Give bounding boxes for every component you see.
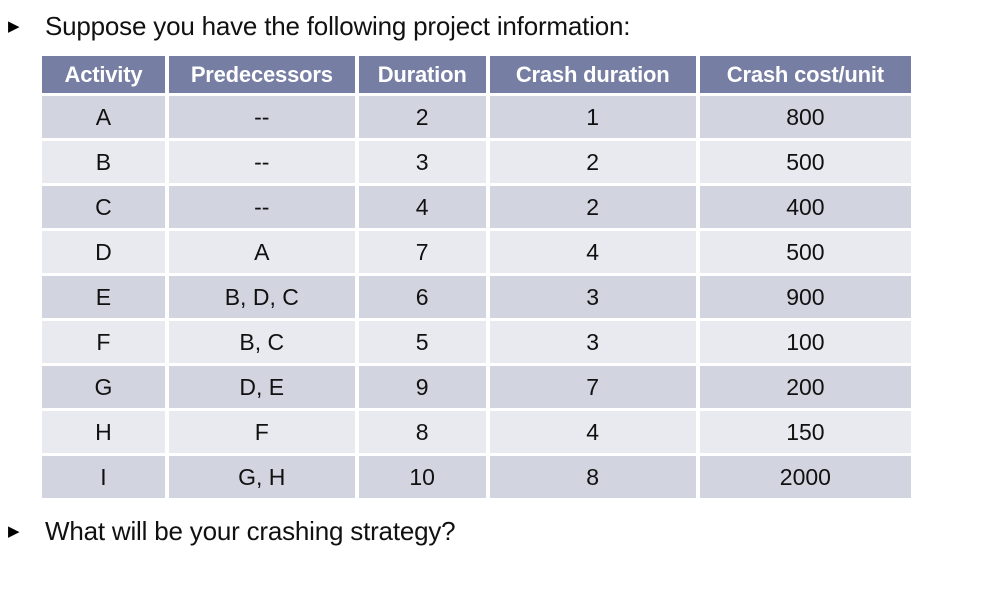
table-cell: 3 — [354, 138, 490, 186]
table-cell: 4 — [354, 183, 490, 231]
table-row: I G, H 10 8 2000 — [38, 453, 916, 501]
table-cell: 10 — [354, 453, 490, 501]
table-cell: 500 — [695, 228, 916, 276]
table-cell: 9 — [354, 363, 490, 411]
bullet-line-bottom: ▶ What will be your crashing strategy? — [8, 516, 985, 547]
table-cell: 3 — [485, 273, 700, 321]
table-cell: I — [38, 453, 169, 501]
table-cell: A — [38, 93, 169, 141]
table-row: H F 8 4 150 — [38, 408, 916, 456]
table-cell: 100 — [695, 318, 916, 366]
col-header-crash-duration: Crash duration — [485, 53, 700, 96]
table-cell: G, H — [164, 453, 359, 501]
table-row: E B, D, C 6 3 900 — [38, 273, 916, 321]
table-row: D A 7 4 500 — [38, 228, 916, 276]
table-cell: 7 — [485, 363, 700, 411]
table-cell: 500 — [695, 138, 916, 186]
table-cell: 4 — [485, 228, 700, 276]
project-table: Activity Predecessors Duration Crash dur… — [38, 53, 916, 501]
table-cell: F — [164, 408, 359, 456]
table-row: C -- 4 2 400 — [38, 183, 916, 231]
table-cell: -- — [164, 138, 359, 186]
table-cell: 2 — [485, 183, 700, 231]
bullet-line-top: ▶ Suppose you have the following project… — [8, 0, 985, 42]
bullet-icon: ▶ — [8, 523, 20, 540]
table-cell: 2000 — [695, 453, 916, 501]
table-cell: 8 — [354, 408, 490, 456]
table-cell: 3 — [485, 318, 700, 366]
table-row: A -- 2 1 800 — [38, 93, 916, 141]
bullet-icon: ▶ — [8, 18, 20, 35]
table-cell: -- — [164, 183, 359, 231]
table-cell: B, D, C — [164, 273, 359, 321]
table-cell: 400 — [695, 183, 916, 231]
table-cell: 4 — [485, 408, 700, 456]
table-cell: B — [38, 138, 169, 186]
table-cell: 900 — [695, 273, 916, 321]
table-cell: F — [38, 318, 169, 366]
col-header-activity: Activity — [38, 53, 169, 96]
table-cell: 1 — [485, 93, 700, 141]
col-header-crash-cost: Crash cost/unit — [695, 53, 916, 96]
table-cell: 5 — [354, 318, 490, 366]
table-cell: B, C — [164, 318, 359, 366]
table-cell: D — [38, 228, 169, 276]
table-cell: C — [38, 183, 169, 231]
table-header-row: Activity Predecessors Duration Crash dur… — [38, 53, 916, 96]
table-cell: 2 — [485, 138, 700, 186]
table-cell: A — [164, 228, 359, 276]
table-cell: G — [38, 363, 169, 411]
table-cell: 8 — [485, 453, 700, 501]
table-cell: E — [38, 273, 169, 321]
table-row: B -- 3 2 500 — [38, 138, 916, 186]
table-cell: 7 — [354, 228, 490, 276]
table-cell: 2 — [354, 93, 490, 141]
col-header-duration: Duration — [354, 53, 490, 96]
table-cell: 150 — [695, 408, 916, 456]
table-row: F B, C 5 3 100 — [38, 318, 916, 366]
table-cell: 200 — [695, 363, 916, 411]
table-row: G D, E 9 7 200 — [38, 363, 916, 411]
table-cell: -- — [164, 93, 359, 141]
table-cell: H — [38, 408, 169, 456]
table-cell: 800 — [695, 93, 916, 141]
top-bullet-text: Suppose you have the following project i… — [45, 11, 631, 41]
table-cell: D, E — [164, 363, 359, 411]
bottom-bullet-text: What will be your crashing strategy? — [45, 516, 456, 546]
table-cell: 6 — [354, 273, 490, 321]
col-header-predecessors: Predecessors — [164, 53, 359, 96]
